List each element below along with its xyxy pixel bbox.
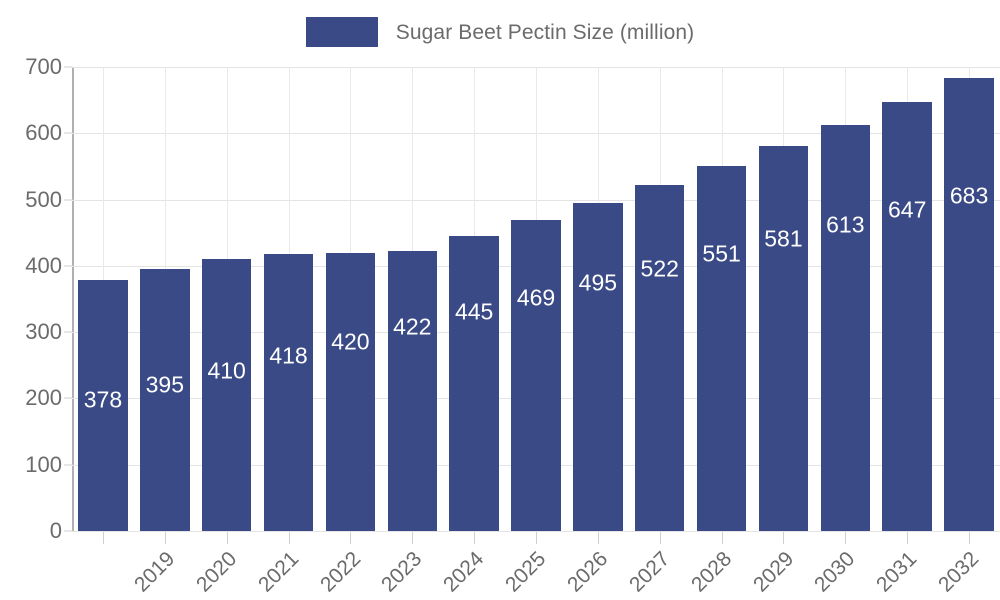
x-tick-mark — [350, 532, 352, 544]
y-tick-label: 600 — [25, 120, 62, 146]
bar[interactable] — [758, 145, 809, 531]
x-tick-label: 2025 — [501, 547, 551, 597]
bars-group: 378 395 410 418 420 422 445 469 495 522 551 581 613 6… — [72, 67, 1000, 531]
legend-color-swatch-icon — [305, 17, 378, 47]
x-tick-mark — [412, 532, 414, 544]
bar[interactable] — [511, 220, 561, 531]
x-tick-mark — [721, 532, 723, 544]
bar[interactable] — [325, 252, 376, 531]
x-tick-mark — [969, 532, 971, 544]
y-tick-mark — [64, 530, 73, 532]
bar[interactable] — [944, 78, 994, 531]
x-tick-label: 2028 — [686, 547, 736, 597]
y-tick-mark — [64, 265, 73, 267]
x-tick-mark — [102, 532, 104, 544]
bar[interactable] — [820, 124, 871, 531]
x-tick-label: 2031 — [872, 547, 922, 597]
y-axis-line — [72, 67, 74, 532]
gridline-horizontal — [72, 531, 1000, 532]
y-tick-label: 700 — [25, 54, 62, 79]
y-tick-label: 200 — [25, 385, 62, 411]
x-tick-label: 2024 — [439, 547, 489, 597]
x-tick-mark — [536, 532, 537, 544]
x-tick-mark — [164, 532, 166, 544]
x-tick-label: 2032 — [934, 547, 984, 597]
x-tick-label: 2022 — [315, 547, 365, 597]
x-tick-label: 2023 — [377, 547, 427, 597]
bar[interactable] — [140, 269, 190, 531]
y-tick-mark — [64, 132, 73, 134]
bar[interactable] — [449, 236, 499, 531]
x-tick-label: 2021 — [253, 547, 303, 597]
bar[interactable] — [573, 202, 623, 531]
y-tick-mark — [64, 66, 73, 68]
x-tick-label: 2019 — [129, 547, 180, 597]
x-tick-mark — [907, 532, 909, 544]
x-tick-label: 2030 — [810, 547, 860, 597]
x-tick-label: 2026 — [562, 547, 613, 597]
bar[interactable] — [387, 251, 437, 531]
x-tick-label: 2027 — [624, 547, 675, 597]
x-tick-mark — [474, 532, 476, 544]
bar[interactable] — [201, 259, 252, 531]
x-tick-mark — [659, 532, 661, 544]
bar[interactable] — [263, 253, 314, 531]
x-tick-label: 2020 — [191, 547, 242, 597]
plot-area: 378 395 410 418 420 422 445 469 495 522 551 581 613 6… — [72, 67, 1000, 532]
y-tick-mark — [64, 331, 73, 333]
y-tick-mark — [64, 199, 73, 201]
x-tick-mark — [226, 532, 228, 544]
x-tick-mark — [288, 532, 290, 544]
y-tick-label: 0 — [49, 518, 62, 543]
y-tick-mark — [64, 397, 73, 399]
y-tick-label: 300 — [25, 319, 62, 345]
x-tick-mark — [597, 532, 599, 544]
chart-legend: Sugar Beet Pectin Size (million) — [0, 14, 1000, 50]
y-tick-mark — [64, 464, 73, 466]
y-tick-label: 400 — [25, 252, 62, 278]
x-tick-mark — [845, 532, 847, 544]
legend-series-label: Sugar Beet Pectin Size (million) — [395, 20, 695, 44]
bar[interactable] — [882, 102, 932, 531]
y-axis-ticks: 0 100 200 300 400 500 600 700 — [0, 0, 73, 600]
y-tick-label: 100 — [25, 451, 62, 477]
bar[interactable] — [696, 165, 747, 531]
bar[interactable] — [634, 185, 685, 531]
x-tick-label: 2029 — [748, 547, 798, 597]
y-tick-label: 500 — [25, 186, 62, 212]
x-tick-mark — [783, 532, 785, 544]
bar[interactable] — [78, 280, 128, 531]
